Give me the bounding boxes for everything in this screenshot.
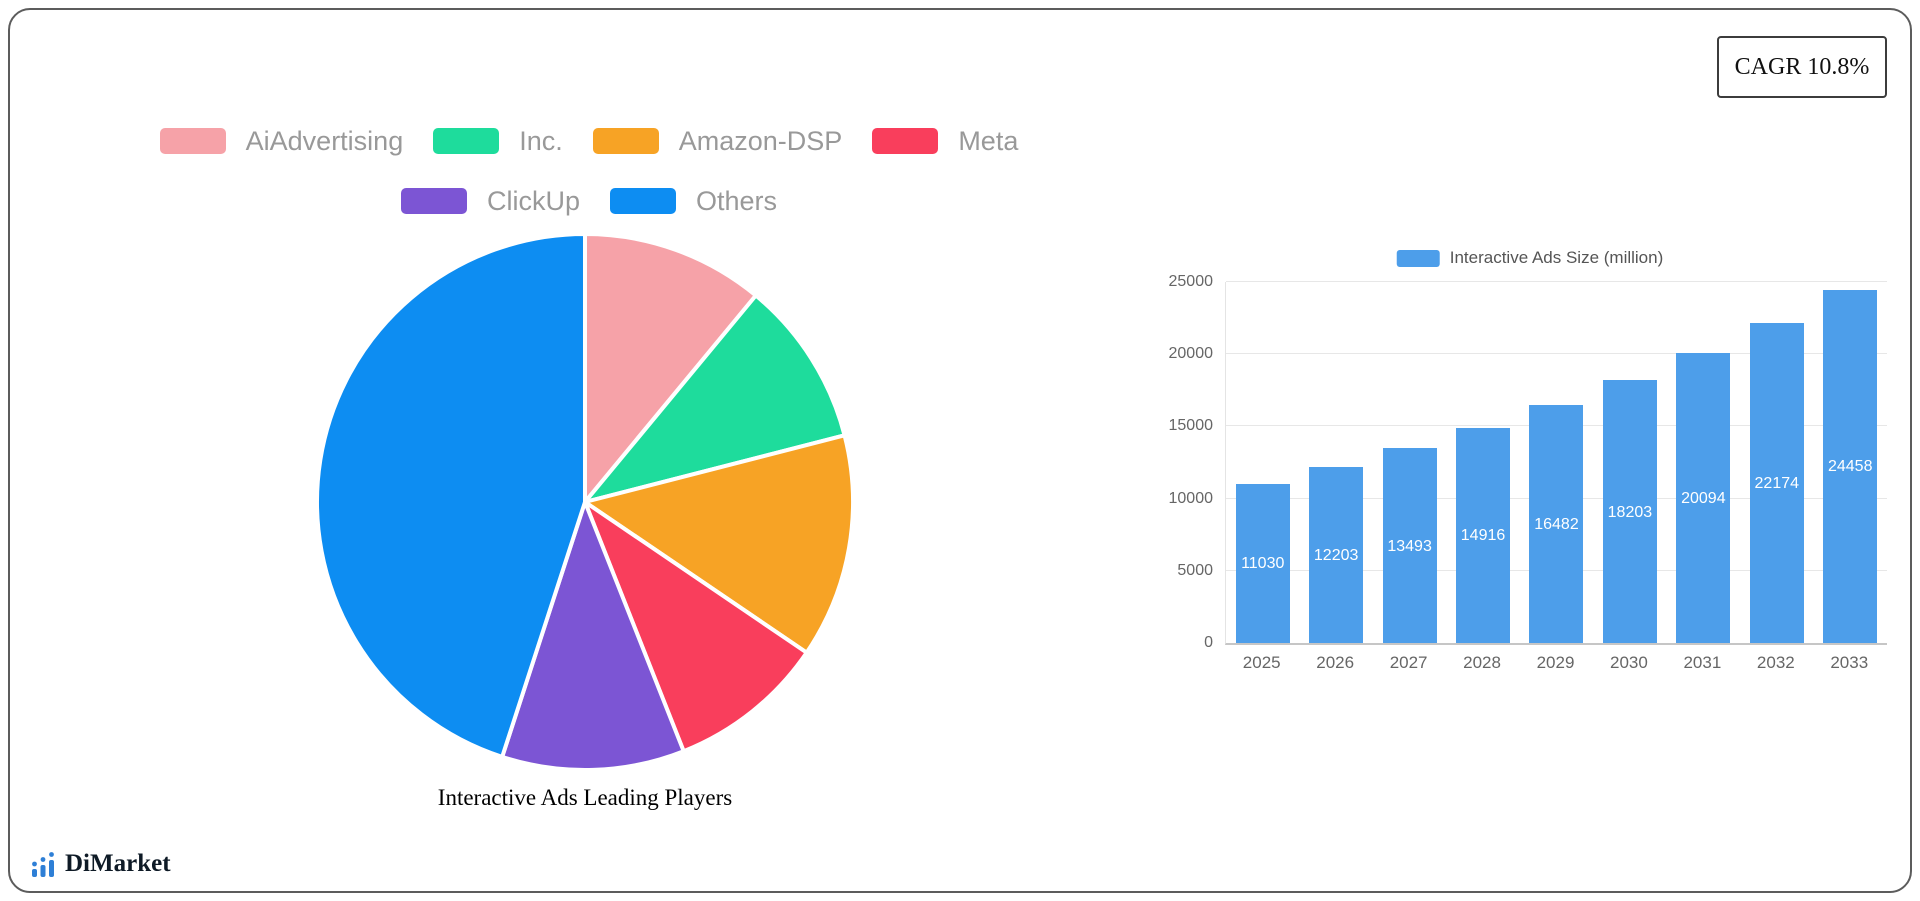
bar-2030: 18203 [1602,380,1657,643]
bar-slot: 16482 [1520,282,1593,643]
y-tick-label: 15000 [1168,417,1214,435]
pie-legend-item-others: Others [609,185,778,217]
pie-chart [315,232,855,772]
legend-label: Amazon-DSP [678,125,843,156]
pie-slice-aiadvertising [583,232,758,504]
legend-row: AiAdvertising Inc. Amazon-DSP Meta [0,124,1178,158]
pie-slice-clickup [500,500,686,772]
y-tick-label: 10000 [1168,489,1214,507]
legend-label: Others [695,185,778,216]
pie-legend-item-aiadvertising: AiAdvertising [159,125,404,157]
bar-slot: 14916 [1446,282,1519,643]
x-tick-2025: 2025 [1242,653,1281,672]
x-tick-2027: 2027 [1389,653,1428,672]
legend-label: ClickUp [486,185,580,216]
bar-2028: 14916 [1456,427,1511,643]
legend-swatch [609,188,676,214]
bar-legend-swatch [1396,249,1440,267]
bar-value-label: 11030 [1241,555,1285,573]
pie-legend: AiAdvertising Inc. Amazon-DSP Meta ClickUp Ot… [0,124,1178,218]
legend-label: Meta [958,125,1019,156]
y-tick-label: 0 [1204,634,1213,651]
bar-chart-x-axis: 2025 2026 2027 2028 2029 2030 2031 2032 2033 [1225,653,1886,679]
bar-2026: 12203 [1309,466,1364,643]
bar-slot: 11030 [1226,282,1299,643]
x-tick-2028: 2028 [1463,653,1501,672]
bar-chart-legend: Interactive Ads Size (million) [1396,248,1664,268]
cagr-label: CAGR 10.8% [1734,53,1870,80]
bar-slot: 18203 [1593,282,1666,643]
x-tick-2029: 2029 [1536,653,1575,672]
gridline [1226,281,1887,282]
bar-value-label: 13493 [1387,537,1432,555]
x-tick-2031: 2031 [1683,653,1722,672]
legend-swatch [592,128,659,154]
x-tick-2033: 2033 [1830,653,1869,672]
pie-slice-meta [583,500,809,754]
legend-swatch [433,128,500,154]
bar-value-label: 14916 [1460,527,1506,545]
bar-slot: 24458 [1814,282,1887,643]
pie-chart-title: Interactive Ads Leading Players [437,785,733,810]
bar-legend-label: Interactive Ads Size (million) [1449,248,1664,267]
pie-legend-item-meta: Meta [872,126,1018,157]
gridline [1226,353,1887,355]
bar-slot: 22174 [1740,282,1813,643]
dimarket-logo-icon [32,852,54,877]
bar-value-label: 12203 [1313,546,1359,564]
bar-2027: 13493 [1382,448,1437,643]
x-tick-2030: 2030 [1610,653,1648,672]
bar-value-label: 20094 [1681,489,1726,507]
legend-label: AiAdvertising [245,125,404,156]
y-tick-label: 5000 [1177,561,1213,579]
legend-swatch [159,128,226,154]
x-tick-2026: 2026 [1316,653,1355,672]
bar-value-label: 22174 [1754,474,1800,492]
bar-slot: 20094 [1667,282,1740,643]
bar-2031: 20094 [1676,352,1731,643]
legend-row: ClickUp Others [0,184,1178,218]
bar-chart-y-axis: 0 5000 10000 15000 20000 25000 [1065,273,1214,651]
bar-chart-plot: 11030 12203 13493 14916 16482 18203 20094 22174… [1225,281,1887,645]
bar-2033: 24458 [1823,289,1878,643]
y-tick-label: 20000 [1168,345,1214,363]
pie-legend-item-inc: Inc. [433,126,563,157]
dimarket-logo: DiMarket [32,850,171,878]
bar-series: 11030 12203 13493 14916 16482 18203 20094 22174… [1226,282,1887,643]
bar-2025: 11030 [1235,483,1290,643]
y-tick-label: 25000 [1168,273,1214,290]
pie-slice-amazon-dsp [583,433,855,655]
bar-2029: 16482 [1529,405,1584,643]
legend-swatch [400,188,467,214]
bar-value-label: 18203 [1607,503,1653,521]
bar-slot: 12203 [1299,282,1372,643]
bar-value-label: 24458 [1827,458,1873,476]
pie-slice-others [315,232,587,759]
bar-value-label: 16482 [1534,516,1579,533]
bar-slot: 13493 [1373,282,1446,643]
x-tick-2032: 2032 [1756,653,1795,672]
pie-legend-item-clickup: ClickUp [400,185,580,217]
logo-text: DiMarket [65,850,171,877]
cagr-badge: CAGR 10.8% [1717,36,1887,98]
pie-legend-item-amazon-dsp: Amazon-DSP [592,125,843,157]
legend-swatch [872,128,939,154]
bar-2032: 22174 [1749,322,1804,643]
legend-label: Inc. [519,125,563,156]
